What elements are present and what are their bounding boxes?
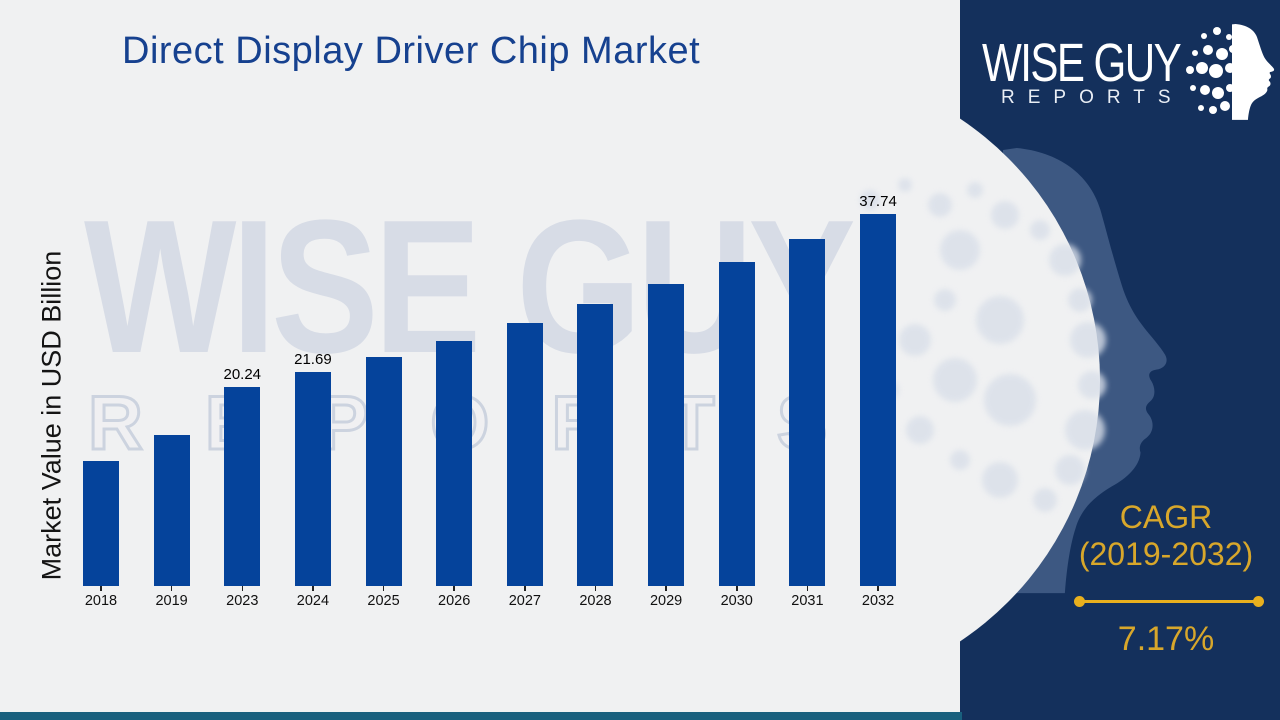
bar-2026: [436, 340, 473, 586]
value-label-2023: 20.24: [223, 365, 262, 383]
x-tick-label-2032: 2032: [861, 593, 895, 609]
x-tick-2025: [382, 586, 385, 591]
x-tick-label-2027: 2027: [508, 593, 541, 609]
divider-line: [1078, 599, 1260, 603]
brand-wordmark: WISE GUY: [982, 33, 1182, 93]
x-tick-2026: [453, 586, 455, 591]
x-tick-2023: [241, 586, 244, 591]
bar-2031: [789, 239, 826, 586]
cagr-divider: [1074, 595, 1264, 607]
x-tick-2029: [665, 586, 667, 591]
cagr-value: 7.17%: [1117, 619, 1215, 658]
bar-2019: [153, 434, 190, 586]
value-label-2024: 21.69: [294, 351, 332, 369]
x-tick-2018: [100, 586, 102, 591]
x-tick-2019: [170, 586, 173, 591]
cagr-block: CAGR (2019-2032) 7.17%: [1060, 499, 1272, 659]
cagr-range: (2019-2032): [1078, 536, 1254, 573]
x-tick-label-2024: 2024: [296, 593, 330, 609]
x-tick-2027: [524, 586, 526, 591]
bar-2025: [365, 356, 402, 586]
y-axis-label: Market Value in USD Billion: [36, 250, 67, 581]
brand-face-icon: [1186, 24, 1275, 120]
value-label-2032: 37.74: [859, 193, 897, 211]
bar-2018: [83, 460, 119, 586]
x-tick-label-2026: 2026: [438, 593, 471, 609]
bar-2030: [718, 262, 755, 586]
page-title: Direct Display Driver Chip Market: [122, 30, 701, 72]
divider-dot-right: [1253, 595, 1264, 607]
bar-2023: [224, 386, 261, 586]
x-tick-label-2023: 2023: [226, 593, 259, 609]
x-tick-label-2018: 2018: [84, 593, 118, 609]
x-tick-2030: [736, 586, 738, 591]
x-tick-label-2019: 2019: [155, 593, 188, 609]
bar-2029: [648, 283, 685, 586]
bar-2024: [294, 372, 331, 586]
x-tick-label-2030: 2030: [720, 593, 753, 609]
x-tick-label-2028: 2028: [579, 593, 612, 609]
x-tick-label-2025: 2025: [367, 593, 400, 609]
bar-2028: [577, 304, 614, 586]
brand-reports-label: REPORTS: [1001, 87, 1184, 108]
cagr-heading: CAGR: [1119, 499, 1213, 535]
bar-2027: [506, 323, 543, 586]
x-tick-2032: [877, 586, 879, 591]
x-tick-2024: [312, 586, 314, 591]
bar-2032: [860, 214, 897, 586]
x-tick-label-2031: 2031: [791, 593, 824, 609]
x-tick-label-2029: 2029: [649, 593, 683, 609]
brand-logo: WISE GUY REPORTS: [960, 0, 1280, 150]
footer-strip: [0, 712, 962, 720]
x-tick-2028: [594, 586, 597, 591]
x-tick-2031: [806, 586, 809, 591]
